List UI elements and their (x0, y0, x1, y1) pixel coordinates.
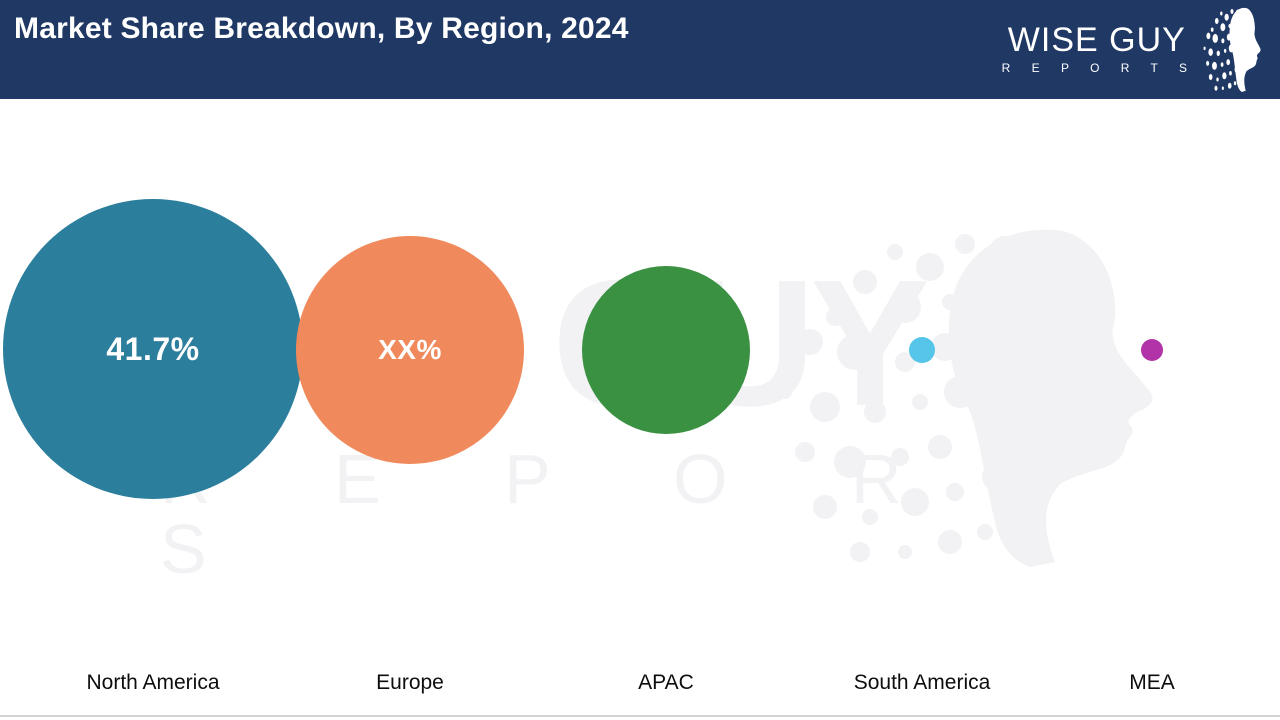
bubble-south-america (909, 337, 935, 363)
bubble-value-north-america: 41.7% (106, 330, 200, 367)
category-label-apac: APAC (638, 671, 694, 694)
logo-line-reports: R E P O R T S (1001, 61, 1196, 76)
bubble-north-america: 41.7% (3, 199, 303, 499)
bubble-apac (582, 266, 750, 434)
logo-wordmark: WISE GUY R E P O R T S (998, 20, 1196, 76)
head-profile-icon (1203, 7, 1261, 92)
page-title: Market Share Breakdown, By Region, 2024 (14, 12, 629, 45)
wise-guy-logo: WISE GUY R E P O R T S (998, 6, 1264, 92)
category-label-north-america: North America (86, 671, 220, 694)
category-label-mea: MEA (1129, 671, 1175, 694)
bubble-value-europe: XX% (378, 334, 442, 365)
bottom-divider (0, 715, 1280, 717)
category-label-south-america: South America (853, 671, 991, 694)
bubble-chart: GUY R E P O R T S 41.7%XX% North America… (0, 99, 1280, 720)
category-label-europe: Europe (376, 671, 444, 694)
bubble-mea (1141, 339, 1163, 361)
logo-line-wise-guy: WISE GUY (1007, 20, 1186, 59)
category-labels: North America Europe APAC South America MEA (0, 671, 1280, 701)
bubble-plot: 41.7% XX% (0, 99, 1280, 720)
header-bar: Market Share Breakdown, By Region, 2024 … (0, 0, 1280, 99)
bubble-europe: XX% (296, 236, 524, 464)
